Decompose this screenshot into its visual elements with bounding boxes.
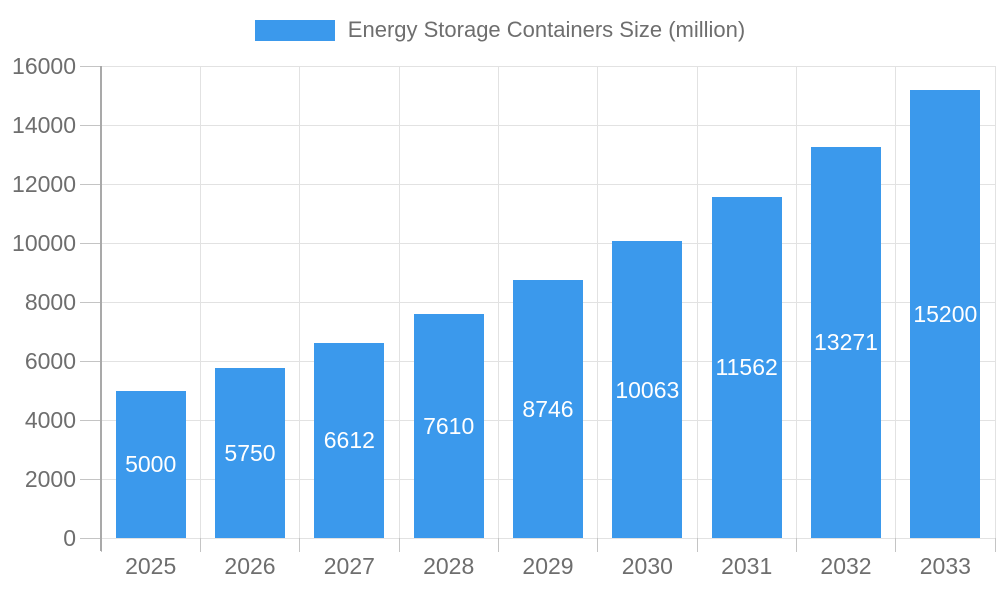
x-tick-mark <box>895 538 897 552</box>
bar-2026[interactable] <box>215 368 285 538</box>
y-tick-mark <box>80 124 100 126</box>
y-tick-mark <box>80 360 100 362</box>
bar-2030[interactable] <box>612 241 683 538</box>
y-tick-label: 8000 <box>24 289 76 315</box>
y-tick-mark <box>80 183 100 185</box>
legend-swatch <box>254 19 335 41</box>
bar-2029[interactable] <box>513 279 583 538</box>
y-axis-line <box>100 66 102 551</box>
y-tick-mark <box>80 419 100 421</box>
x-tick-label: 2032 <box>820 553 872 579</box>
x-tick-label: 2025 <box>125 553 177 579</box>
y-tick-label: 0 <box>63 525 76 551</box>
legend-item[interactable]: Energy Storage Containers Size (million) <box>0 18 1000 42</box>
y-tick-mark <box>80 478 100 480</box>
x-tick-mark <box>795 538 797 552</box>
y-tick-label: 6000 <box>24 348 76 374</box>
y-gridline <box>101 242 995 244</box>
x-gridline <box>795 66 797 538</box>
x-gridline <box>199 66 201 538</box>
y-tick-mark <box>80 301 100 303</box>
y-gridline <box>101 183 995 185</box>
x-tick-label: 2026 <box>224 553 276 579</box>
x-tick-mark <box>497 538 499 552</box>
y-tick-label: 10000 <box>12 230 76 256</box>
bar-2031[interactable] <box>711 196 782 538</box>
x-tick-mark <box>597 538 599 552</box>
x-tick-label: 2033 <box>919 553 971 579</box>
x-gridline <box>398 66 400 538</box>
plot-area: 0 2000 4000 6000 8000 10000 12000 14000 16000 500… <box>12 53 996 579</box>
y-tick-label: 2000 <box>24 466 76 492</box>
x-tick-mark <box>299 538 301 552</box>
x-tick-label: 2030 <box>621 553 673 579</box>
x-tick-label: 2029 <box>522 553 574 579</box>
x-tick-mark <box>199 538 201 552</box>
x-gridline <box>994 66 996 538</box>
y-tick-mark <box>80 242 100 244</box>
y-tick-label: 12000 <box>12 171 76 197</box>
x-tick-mark <box>994 538 996 552</box>
bar-2033[interactable] <box>910 89 981 538</box>
y-tick-label: 4000 <box>24 407 76 433</box>
x-tick-label: 2031 <box>721 553 773 579</box>
x-tick-label: 2028 <box>423 553 475 579</box>
legend-label: Energy Storage Containers Size (million) <box>347 17 746 42</box>
bar-2028[interactable] <box>413 313 484 538</box>
y-tick-mark <box>80 65 100 67</box>
x-gridline <box>497 66 499 538</box>
bar-2025[interactable] <box>115 390 186 538</box>
y-tick-label: 16000 <box>12 53 76 79</box>
y-tick-mark <box>80 537 100 539</box>
x-gridline <box>696 66 698 538</box>
x-tick-label: 2027 <box>323 553 375 579</box>
x-tick-mark <box>696 538 698 552</box>
x-gridline <box>299 66 301 538</box>
bar-2027[interactable] <box>314 342 385 538</box>
x-tick-mark <box>398 538 400 552</box>
y-tick-label: 14000 <box>12 112 76 138</box>
y-gridline <box>101 537 995 539</box>
y-gridline <box>101 124 995 126</box>
y-gridline <box>101 65 995 67</box>
x-gridline <box>895 66 897 538</box>
bar-2032[interactable] <box>811 146 881 538</box>
x-gridline <box>597 66 599 538</box>
